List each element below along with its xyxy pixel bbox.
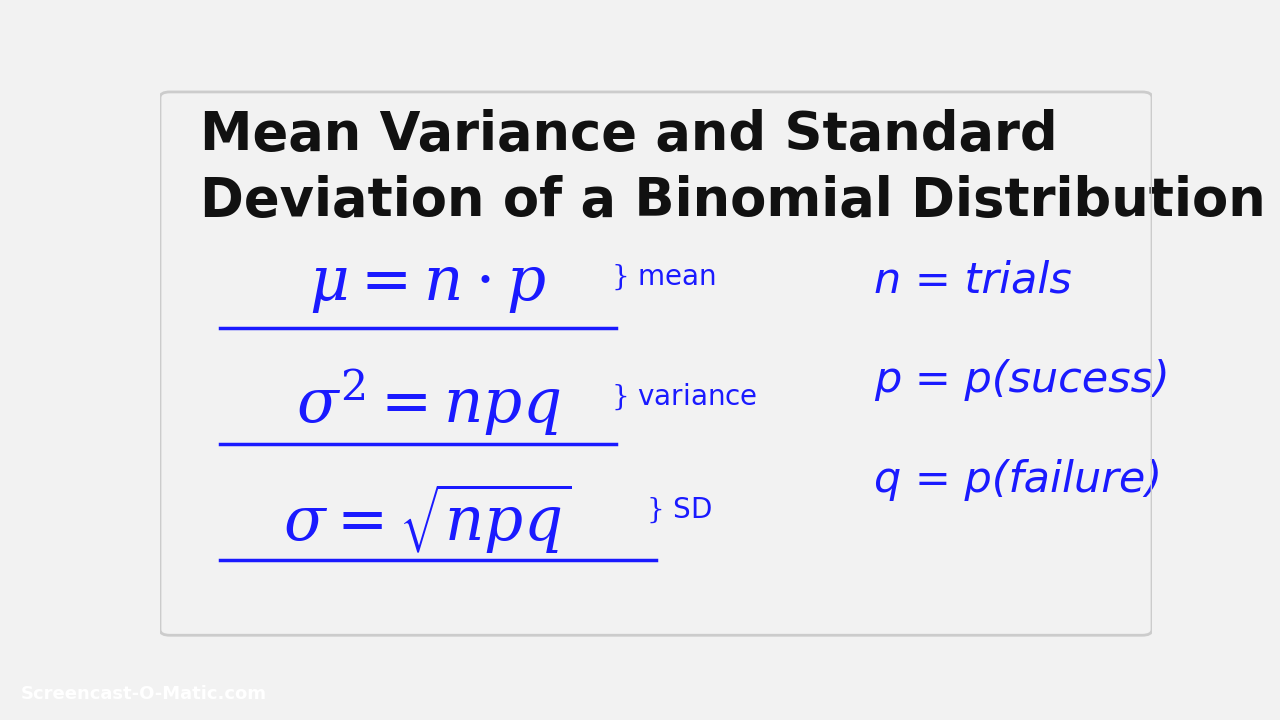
Text: p = p(sucess): p = p(sucess): [874, 359, 1170, 401]
Text: n = trials: n = trials: [874, 259, 1071, 302]
Text: q = p(failure): q = p(failure): [874, 459, 1162, 501]
Text: $\sigma = \sqrt{npq}$: $\sigma = \sqrt{npq}$: [283, 482, 572, 557]
Text: $\sigma^2 = npq$: $\sigma^2 = npq$: [296, 366, 561, 438]
Text: Mean Variance and Standard: Mean Variance and Standard: [200, 109, 1057, 161]
Text: $\}$ SD: $\}$ SD: [646, 496, 712, 526]
Text: Deviation of a Binomial Distribution: Deviation of a Binomial Distribution: [200, 175, 1266, 227]
Text: $\}$ variance: $\}$ variance: [612, 382, 758, 412]
Text: $\}$ mean: $\}$ mean: [612, 263, 717, 292]
Text: Screencast-O-Matic.com: Screencast-O-Matic.com: [20, 685, 268, 703]
Text: $\mu = n \cdot p$: $\mu = n \cdot p$: [310, 256, 547, 315]
